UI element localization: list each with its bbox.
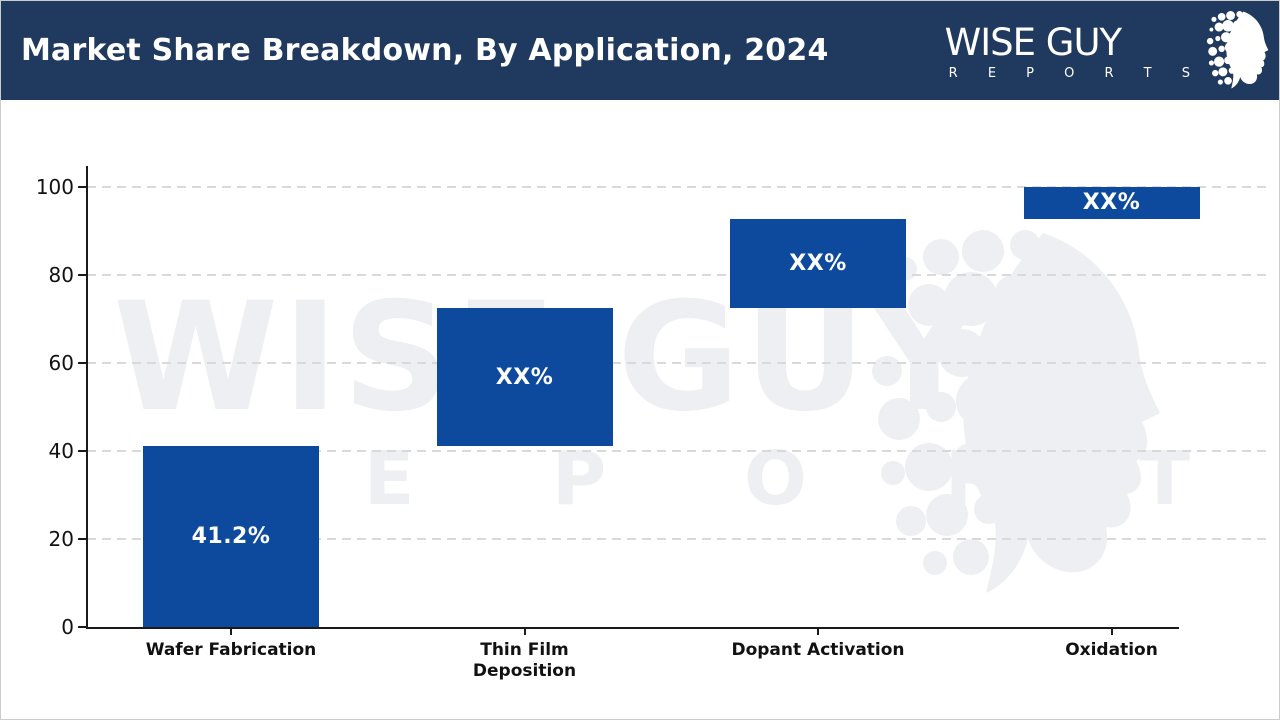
bar-thin-film-deposition: XX% (436, 308, 613, 446)
x-tick-mark (1110, 627, 1113, 635)
x-category-label: Dopant Activation (731, 640, 905, 660)
y-tick-label: 100 (35, 175, 74, 199)
bar-wafer-fabrication: 41.2% (143, 445, 319, 627)
y-tick-mark (78, 450, 86, 452)
watermark-face-dots-icon (863, 227, 1163, 621)
y-tick-label: 0 (61, 615, 74, 639)
y-tick-mark (78, 538, 86, 540)
gridline-y100 (87, 186, 1269, 188)
x-category-label: Thin Film Deposition (472, 640, 577, 681)
x-tick-mark (817, 627, 819, 635)
page-title: Market Share Breakdown, By Application, … (21, 33, 829, 68)
header-bar: Market Share Breakdown, By Application, … (1, 1, 1279, 100)
brand-name: WISE GUY (944, 21, 1122, 64)
y-axis-spine (86, 166, 88, 629)
y-tick-label: 60 (48, 351, 74, 375)
bar-value-label: XX% (495, 364, 554, 390)
y-tick-label: 40 (48, 439, 74, 463)
y-tick-mark (78, 186, 86, 188)
x-axis-spine (86, 627, 1179, 629)
brand-logo-text: WISE GUY R E P O R T S (944, 21, 1203, 82)
face-dots-icon (1206, 11, 1269, 89)
gridline-y20 (87, 538, 1269, 540)
gridline-y40 (87, 450, 1269, 452)
brand-subtitle: R E P O R T S (948, 66, 1203, 81)
y-tick-mark (78, 274, 86, 276)
x-tick-mark (523, 627, 526, 635)
x-category-label: Wafer Fabrication (145, 640, 317, 660)
gridline-y60 (87, 362, 1269, 364)
y-tick-label: 80 (48, 263, 74, 287)
x-tick-mark (230, 627, 232, 635)
bar-value-label: 41.2% (191, 523, 271, 549)
y-tick-mark (78, 626, 86, 628)
brand-logo: WISE GUY R E P O R T S (945, 8, 1269, 96)
bar-dopant-activation: XX% (730, 218, 906, 309)
bar-value-label: XX% (1082, 190, 1141, 216)
bar-value-label: XX% (789, 251, 847, 277)
y-tick-mark (78, 362, 86, 364)
x-category-label: Oxidation (1065, 640, 1158, 660)
gridline-y80 (87, 274, 1269, 276)
bar-oxidation: XX% (1023, 187, 1200, 219)
y-tick-label: 20 (48, 527, 74, 551)
